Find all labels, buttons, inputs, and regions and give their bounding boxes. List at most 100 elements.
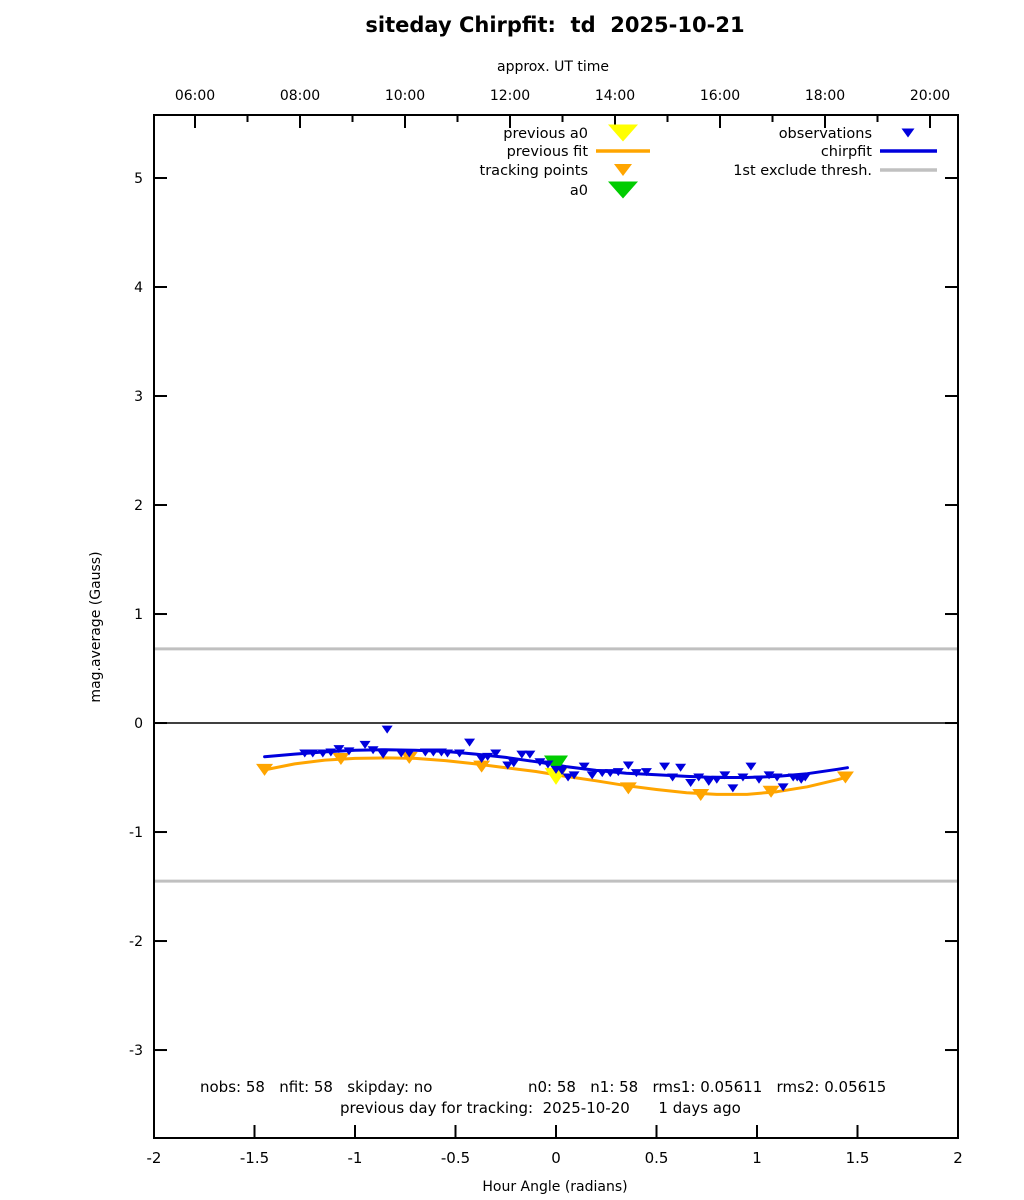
observation-point (719, 771, 731, 780)
legend-marker (614, 164, 632, 176)
tracking-point (762, 785, 780, 798)
observation-point (333, 745, 345, 754)
observation-point (640, 768, 652, 777)
legend-label: previous a0 (503, 126, 588, 142)
legend-label: chirpfit (821, 144, 872, 160)
observation-point (381, 725, 393, 734)
observation-point (377, 750, 389, 759)
legend-marker (608, 124, 638, 142)
y-tick-label: -1 (129, 825, 143, 841)
observation-point (464, 738, 476, 747)
observation-point (317, 749, 329, 758)
ut-tick-label: 20:00 (910, 88, 950, 104)
observation-point (307, 749, 319, 758)
ut-tick-label: 10:00 (385, 88, 425, 104)
observation-point (367, 746, 379, 755)
observation-point (586, 771, 598, 780)
legend-label: tracking points (480, 163, 588, 179)
tracking-point (332, 752, 350, 765)
y-axis-label: mag.average (Gauss) (88, 551, 104, 702)
observation-point (685, 778, 697, 787)
y-tick-label: -3 (129, 1043, 143, 1059)
observation-point (516, 750, 528, 759)
legend-label: previous fit (507, 144, 589, 160)
y-tick-label: -2 (129, 934, 143, 950)
tracking-point (692, 788, 710, 801)
observation-point (359, 740, 371, 749)
observation-point (667, 773, 679, 782)
threshold-layer (154, 647, 958, 883)
observation-point (299, 749, 311, 758)
y-tick-label: 1 (134, 607, 143, 623)
observation-point (441, 749, 453, 758)
x-tick-label: 1 (752, 1149, 762, 1167)
y-tick-label: 5 (134, 171, 143, 187)
series-layer (256, 725, 854, 801)
tracking-point (256, 763, 274, 776)
observation-point (403, 749, 415, 758)
x-tick-label: -1.5 (240, 1149, 269, 1167)
observation-point (490, 749, 502, 758)
observation-point (777, 783, 789, 792)
observation-point (727, 784, 739, 793)
observation-point (502, 761, 514, 770)
legend-layer: previous a0 previous fit tracking points a0… (480, 124, 937, 199)
legend-label: 1st exclude thresh. (733, 163, 872, 179)
observation-point (508, 759, 520, 768)
chirpfit-line (263, 748, 849, 779)
y-tick-label: 3 (134, 389, 143, 405)
plot-frame (153, 114, 959, 1139)
tracking-point (473, 760, 491, 773)
stats-line1-right: n0: 58 n1: 58 rms1: 0.05611 rms2: 0.0561… (528, 1078, 886, 1096)
stats-line1-left: nobs: 58 nfit: 58 skipday: no (200, 1078, 432, 1096)
observation-point (711, 775, 723, 784)
axes-layer: -2 -1.5 -1 -0.5 0 0.5 1 1.5 2 -3 -2 -1 0 1 2 3 4 5 06:00 08… (129, 88, 963, 1167)
observation-point (419, 748, 431, 757)
a0-marker (544, 755, 568, 774)
observation-point (771, 773, 783, 782)
x-axis-label: Hour Angle (radians) (482, 1179, 627, 1195)
observation-point (542, 760, 554, 769)
observation-point (737, 773, 749, 782)
ut-axis-label: approx. UT time (497, 59, 609, 75)
ut-tick-label: 14:00 (595, 88, 635, 104)
x-tick-label: 1.5 (846, 1149, 870, 1167)
observation-point (325, 748, 337, 757)
tracking-point (619, 782, 637, 795)
observation-point (745, 762, 757, 771)
x-tick-label: -0.5 (441, 1149, 470, 1167)
x-tick-label: 0.5 (645, 1149, 669, 1167)
y-tick-label: 0 (134, 716, 143, 732)
x-tick-label: 0 (551, 1149, 561, 1167)
legend-label: observations (779, 126, 872, 142)
ut-tick-label: 06:00 (175, 88, 215, 104)
observation-point (395, 749, 407, 758)
x-tick-label: -1 (348, 1149, 363, 1167)
ut-tick-label: 12:00 (490, 88, 530, 104)
observation-point (703, 777, 715, 786)
observation-point (693, 773, 705, 782)
observation-point (568, 771, 580, 780)
observation-point (482, 752, 494, 761)
observation-point (659, 762, 671, 771)
observation-point (630, 769, 642, 778)
observation-point (454, 749, 466, 758)
y-tick-label: 4 (134, 280, 143, 296)
tracking-point (836, 771, 854, 784)
ut-tick-label: 18:00 (805, 88, 845, 104)
observation-point (612, 768, 624, 777)
observation-point (343, 747, 355, 756)
y-tick-label: 2 (134, 498, 143, 514)
observation-point (763, 771, 775, 780)
legend-marker (901, 128, 915, 138)
ut-tick-label: 16:00 (700, 88, 740, 104)
tracking-point (400, 751, 418, 764)
observation-point (524, 750, 536, 759)
observation-point (622, 761, 634, 770)
observation-point (562, 773, 574, 782)
ut-tick-label: 08:00 (280, 88, 320, 104)
x-tick-label: -2 (147, 1149, 162, 1167)
observation-point (799, 773, 811, 782)
